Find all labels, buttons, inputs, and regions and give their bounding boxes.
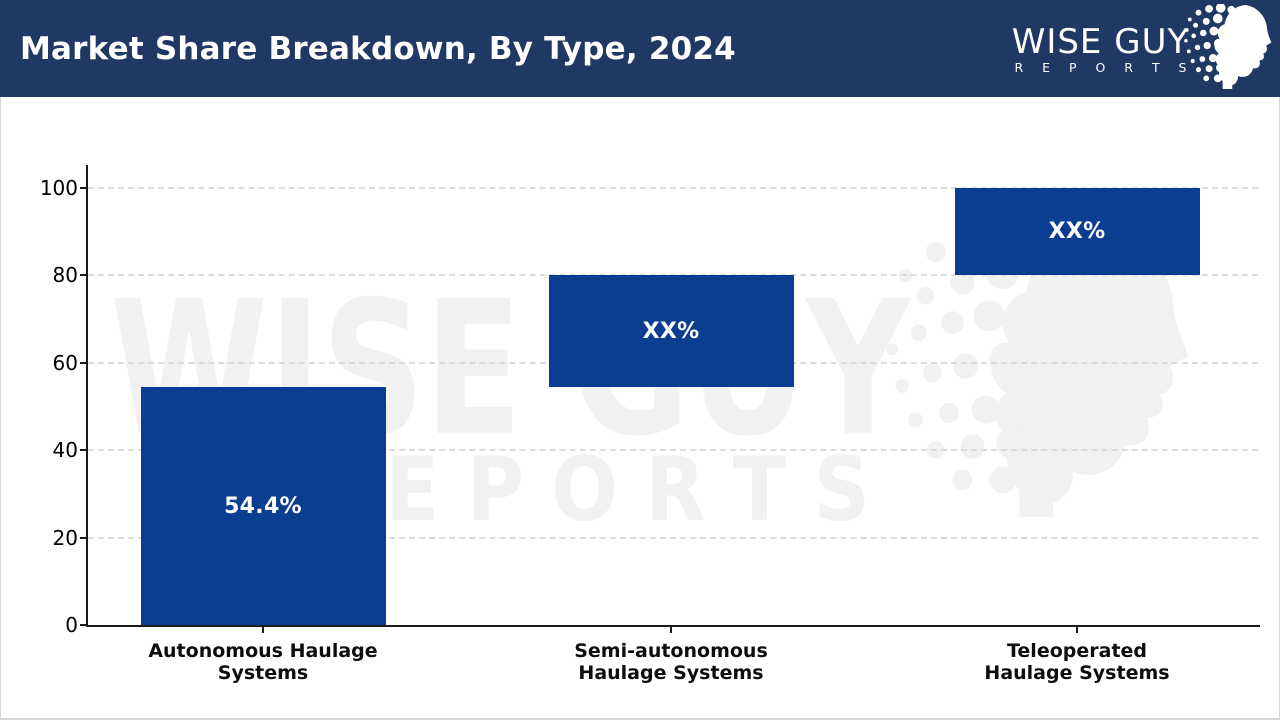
y-tick-label: 40 [52,438,78,462]
x-tick-mark [670,627,672,633]
y-tick-mark [80,274,88,276]
page-title: Market Share Breakdown, By Type, 2024 [20,30,736,67]
gridline-100 [88,186,1258,189]
x-category-label: Semi-autonomous Haulage Systems [574,640,768,684]
bar-2: XX% [548,275,794,387]
y-tick-mark [80,361,88,364]
y-tick-label: 0 [65,613,78,637]
y-tick-mark [80,449,88,451]
y-tick-mark [80,624,88,626]
logo-wise-guy-label: WISE GUY [1011,22,1190,62]
logo-reports-label: R E P O R T S [1014,60,1194,75]
y-tick-label: 100 [39,175,78,200]
x-tick-mark [1076,627,1078,633]
header-banner: Market Share Breakdown, By Type, 2024 WI… [0,0,1280,97]
gridline-20 [88,536,1258,539]
wise-guy-reports-logo: WISE GUY R E P O R T S [1007,4,1272,89]
y-axis-line [86,165,88,627]
bar-1: 54.4% [140,387,386,625]
logo-face-icon [1184,4,1272,89]
y-tick-label: 20 [52,525,78,550]
y-tick-mark [80,536,88,539]
watermark-reports-text: R E P O R T S [298,438,870,541]
y-tick-label: 60 [52,350,78,375]
y-tick-label: 80 [52,263,78,287]
gridline-40 [88,449,1258,451]
x-axis-line [86,625,1260,627]
bar-value-label: 54.4% [224,493,302,519]
bar-value-label: XX% [642,318,700,344]
bar-value-label: XX% [1048,218,1106,244]
x-category-label: Teleoperated Haulage Systems [984,640,1170,684]
x-tick-mark [262,627,264,633]
x-category-label: Autonomous Haulage Systems [148,640,378,684]
y-tick-mark [80,186,88,189]
bar-3: XX% [954,187,1200,275]
